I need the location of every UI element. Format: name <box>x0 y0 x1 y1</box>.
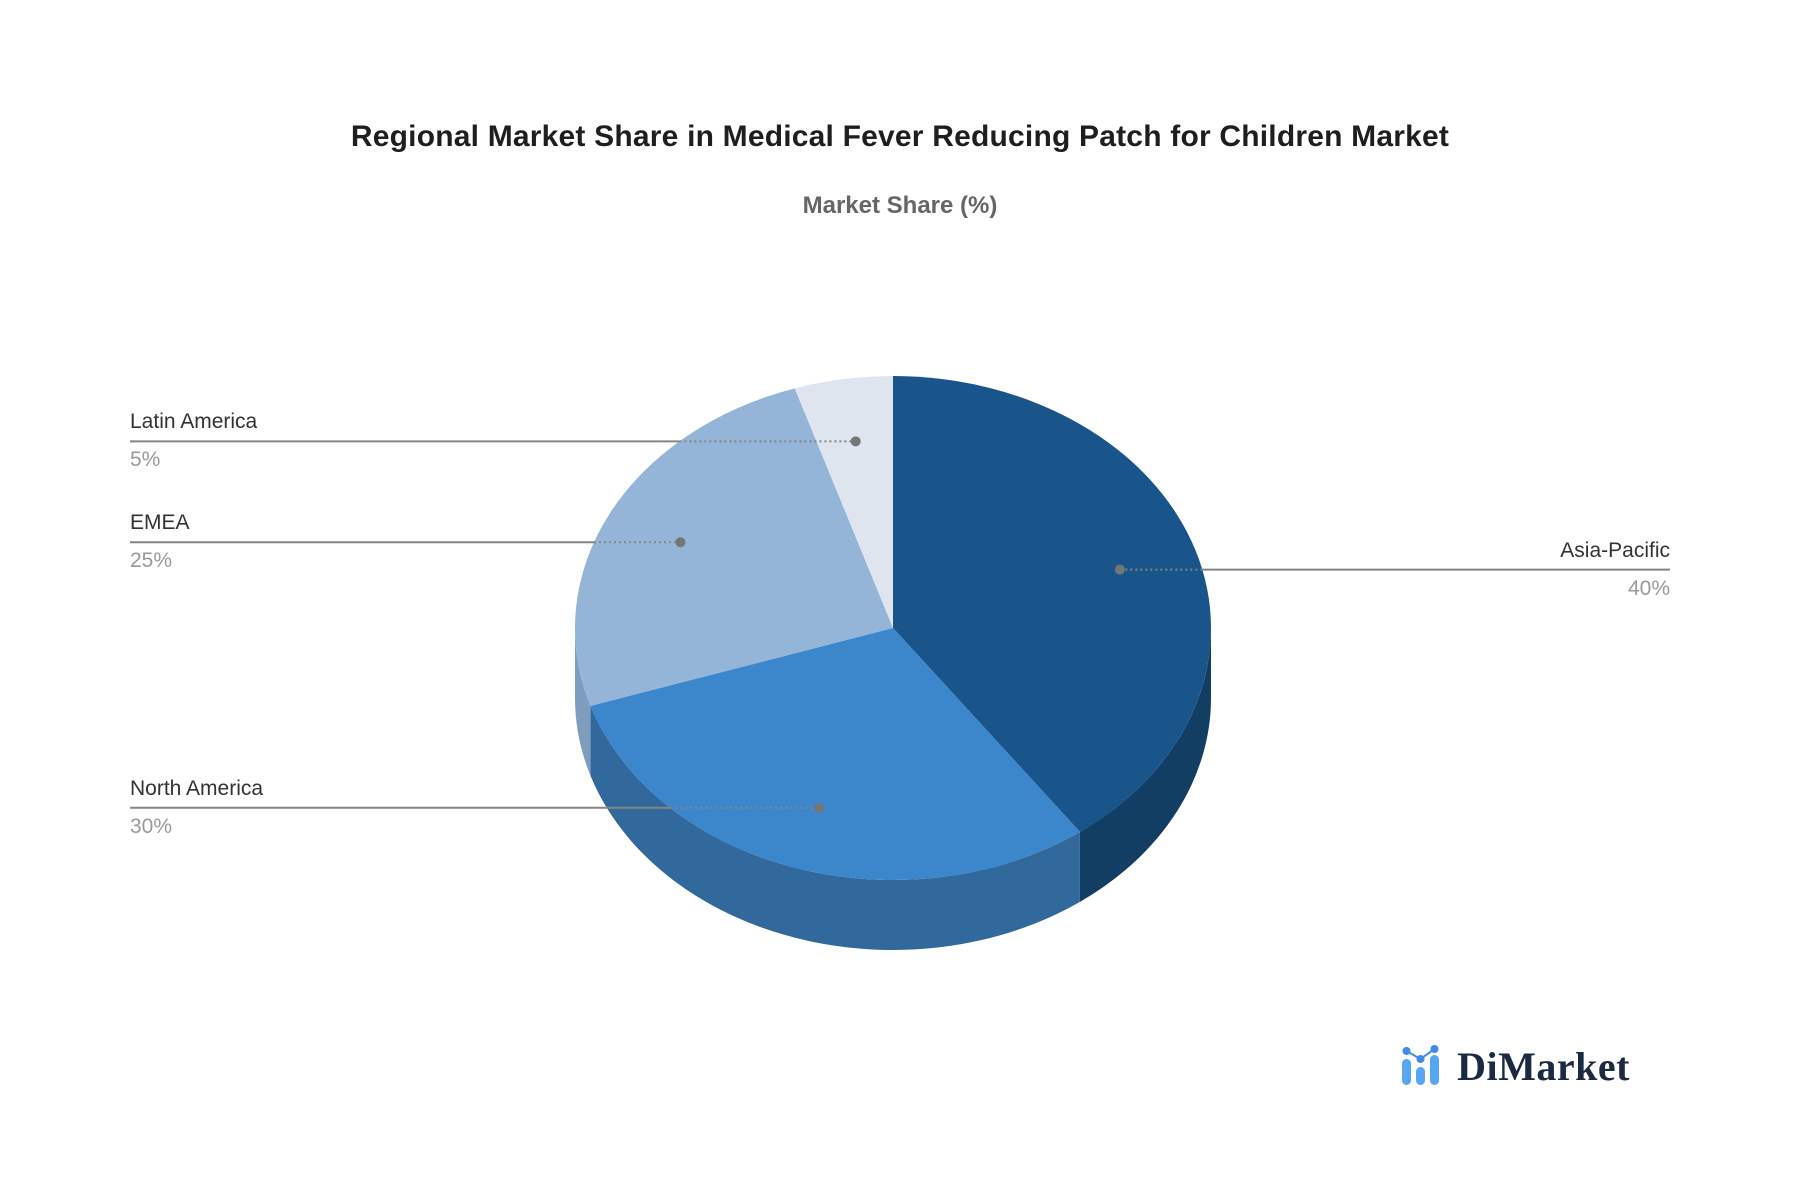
dimarket-logo: DiMarket <box>1399 1036 1630 1096</box>
connector-dot-latin-america <box>850 436 861 447</box>
pie-slice-asia-pacific[interactable] <box>893 376 1212 832</box>
chart-subtitle: Market Share (%) <box>802 192 998 219</box>
slice-label-latin-america: Latin America 5% <box>130 409 690 473</box>
pie-slice-latin-america[interactable] <box>794 376 893 628</box>
slice-percent: 40% <box>1627 576 1670 600</box>
connector-dot-north-america <box>814 802 825 813</box>
connector-dot-asia-pacific <box>1114 564 1125 575</box>
logo-text: DiMarket <box>1457 1043 1630 1089</box>
pie-slice-emea[interactable] <box>574 388 893 706</box>
slice-percent: 25% <box>130 549 173 573</box>
pie-slice-rim-emea <box>575 628 591 776</box>
slice-label-asia-pacific: Asia-Pacific 40% <box>1110 538 1670 602</box>
slice-name: Latin America <box>130 410 258 434</box>
pie-slice-rim-asia-pacific <box>1079 628 1211 902</box>
pie-slice-north-america[interactable] <box>590 628 1080 881</box>
slice-label-emea: EMEA 25% <box>130 510 690 574</box>
chart-title: Regional Market Share in Medical Fever R… <box>350 120 1450 153</box>
bar-line-chart-icon <box>1402 1045 1440 1085</box>
slice-name: North America <box>130 776 264 800</box>
pie-slice-rim-north-america <box>590 705 1080 951</box>
slice-percent: 5% <box>130 448 161 472</box>
connector-dot-emea <box>675 537 686 548</box>
slice-percent: 30% <box>130 814 173 838</box>
slice-name: Asia-Pacific <box>1560 538 1670 562</box>
slice-name: EMEA <box>130 511 190 535</box>
slice-label-north-america: North America 30% <box>130 776 690 840</box>
